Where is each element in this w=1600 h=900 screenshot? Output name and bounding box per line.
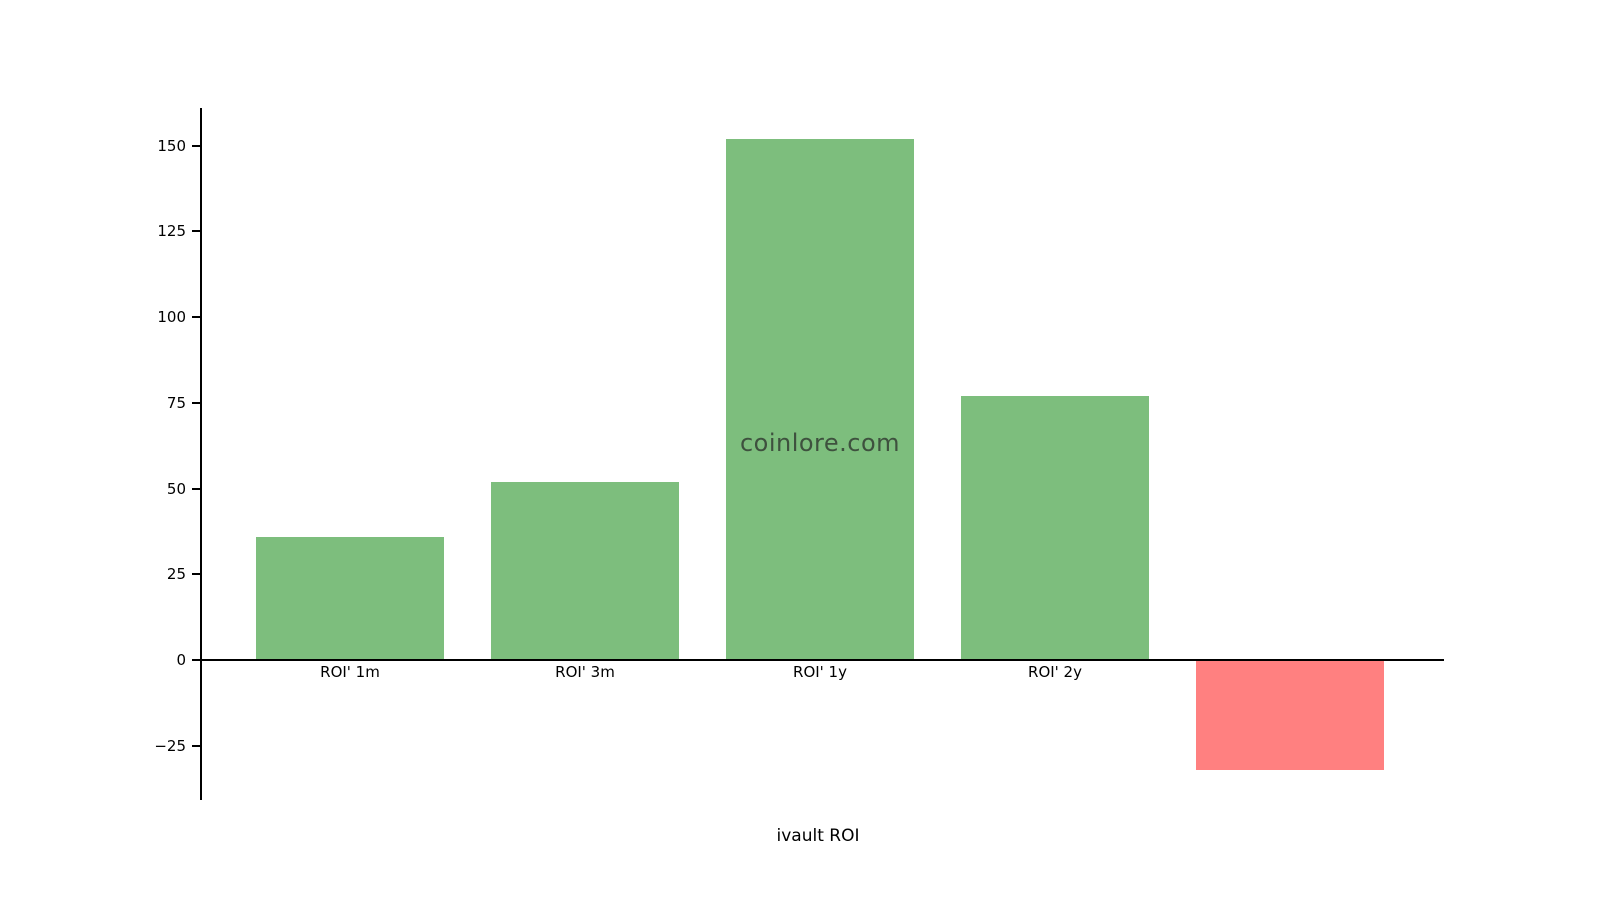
chart-title: ivault ROI <box>776 826 860 846</box>
y-tick-mark <box>192 744 200 747</box>
x-category-label: ROI' 1y <box>793 663 847 681</box>
y-tick-mark <box>192 144 200 147</box>
y-tick-mark <box>192 659 200 661</box>
y-tick-label: −25 <box>154 736 186 755</box>
y-tick-label: 25 <box>166 565 186 584</box>
x-category-label: ROI' 1m <box>320 663 380 681</box>
bar-roi-3m <box>491 481 679 660</box>
y-tick-mark <box>192 401 200 404</box>
y-tick-label: 75 <box>166 393 186 412</box>
x-category-label: ROI' 3m <box>555 663 615 681</box>
y-tick-mark <box>192 573 200 576</box>
bar-roi-1y <box>726 138 914 660</box>
y-tick-label: 0 <box>176 651 186 669</box>
y-tick-mark <box>192 230 200 233</box>
y-tick-mark <box>192 487 200 490</box>
y-axis-spine <box>200 108 202 800</box>
y-tick-label: 150 <box>157 136 186 155</box>
y-tick-mark <box>192 316 200 319</box>
bar-negative <box>1196 660 1384 770</box>
bar-roi-1m <box>256 536 444 660</box>
y-tick-label: 100 <box>157 308 186 327</box>
bar-roi-2y <box>961 395 1149 660</box>
y-tick-label: 125 <box>157 222 186 241</box>
watermark: coinlore.com <box>739 429 901 457</box>
y-tick-label: 50 <box>166 479 186 498</box>
x-category-label: ROI' 2y <box>1028 663 1082 681</box>
x-axis-line <box>200 659 1444 661</box>
